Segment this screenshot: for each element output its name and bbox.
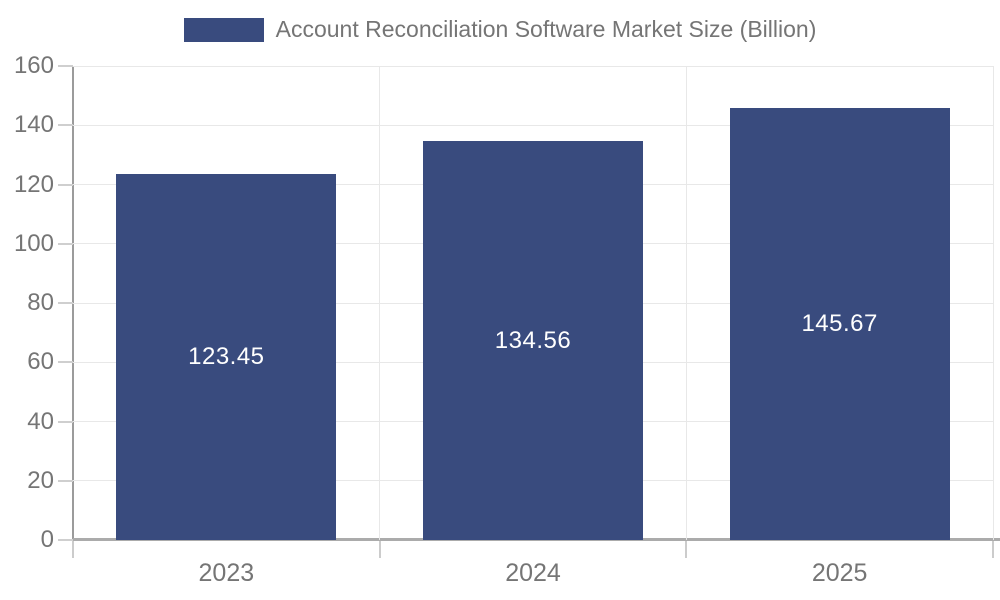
x-tick xyxy=(992,541,994,558)
y-tick-label: 120 xyxy=(13,170,54,198)
y-tick xyxy=(58,539,73,541)
y-tick xyxy=(58,479,73,482)
bar-value-label: 145.67 xyxy=(801,310,878,338)
y-tick-label: 160 xyxy=(13,52,54,79)
x-tick xyxy=(685,541,688,558)
x-gridline xyxy=(379,66,381,540)
x-tick xyxy=(72,541,74,558)
y-gridline xyxy=(73,124,993,126)
y-tick-label: 20 xyxy=(27,466,54,494)
bar[interactable]: 123.45 xyxy=(116,174,337,540)
x-tick xyxy=(378,541,381,558)
y-tick-label: 0 xyxy=(40,526,54,553)
x-gridline xyxy=(992,66,994,540)
y-tick-label: 80 xyxy=(27,289,54,316)
y-axis-line xyxy=(72,66,74,558)
y-tick xyxy=(58,361,73,364)
y-tick-label: 100 xyxy=(13,229,54,257)
legend-swatch-icon xyxy=(183,17,264,42)
bar-value-label: 134.56 xyxy=(494,326,572,354)
legend-label: Account Reconciliation Software Market S… xyxy=(275,16,817,42)
y-tick xyxy=(58,302,73,304)
x-tick-label: 2025 xyxy=(811,559,868,587)
y-gridline xyxy=(73,65,993,67)
plot-area: 123.45 134.56 145.67 xyxy=(73,65,994,540)
chart-legend[interactable]: Account Reconciliation Software Market S… xyxy=(0,16,1000,43)
bar[interactable]: 134.56 xyxy=(423,141,643,540)
x-tick-label: 2024 xyxy=(505,559,561,587)
y-tick xyxy=(58,420,73,423)
y-tick xyxy=(58,65,73,67)
x-tick-label: 2023 xyxy=(198,559,255,587)
y-tick-label: 60 xyxy=(27,348,54,376)
y-tick xyxy=(58,124,73,127)
y-tick xyxy=(58,242,73,245)
x-gridline xyxy=(685,66,687,540)
bar-value-label: 123.45 xyxy=(188,343,265,371)
bar[interactable]: 145.67 xyxy=(729,108,950,540)
y-tick-label: 140 xyxy=(13,111,54,139)
y-tick xyxy=(58,183,73,186)
y-tick-label: 40 xyxy=(27,407,54,435)
